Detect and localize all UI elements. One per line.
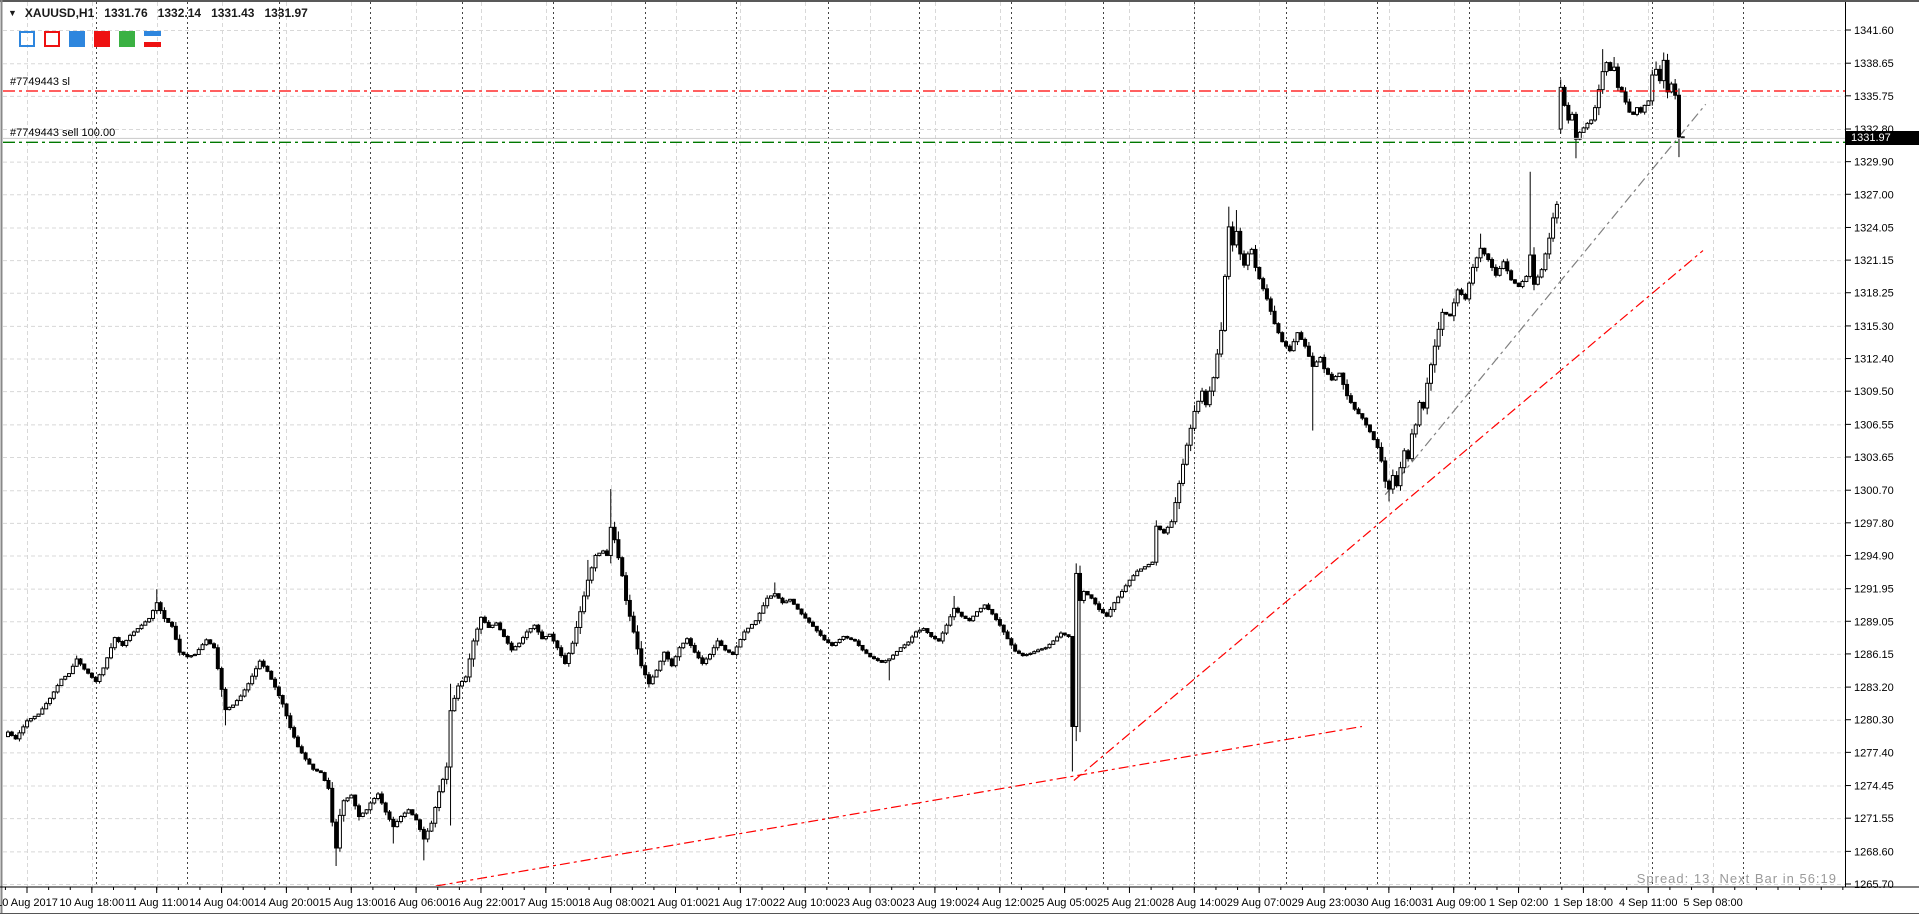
svg-text:1 Sep 02:00: 1 Sep 02:00 <box>1489 897 1548 909</box>
svg-text:1341.60: 1341.60 <box>1854 25 1894 37</box>
svg-text:23 Aug 03:00: 23 Aug 03:00 <box>838 897 903 909</box>
svg-text:1338.65: 1338.65 <box>1854 58 1894 70</box>
hollow-red-square-icon[interactable] <box>44 31 60 47</box>
svg-text:10 Aug 2017: 10 Aug 2017 <box>0 897 58 909</box>
svg-text:1283.20: 1283.20 <box>1854 682 1894 694</box>
sell-order-label: #7749443 sell 100.00 <box>10 127 116 139</box>
svg-text:1280.30: 1280.30 <box>1854 715 1894 727</box>
svg-text:22 Aug 10:00: 22 Aug 10:00 <box>773 897 838 909</box>
spread-nextbar-status-text: Spread: 13. Next Bar in 56:19 <box>1636 871 1837 886</box>
svg-text:1 Sep 18:00: 1 Sep 18:00 <box>1554 897 1613 909</box>
hollow-blue-square-icon[interactable] <box>19 31 35 47</box>
svg-text:16 Aug 22:00: 16 Aug 22:00 <box>449 897 514 909</box>
object-toolbar <box>19 31 161 47</box>
ohlc-open-value: 1331.76 <box>104 6 148 20</box>
red-shallow-trendline[interactable] <box>415 725 1363 889</box>
grid-layer <box>3 2 1845 886</box>
svg-text:21 Aug 17:00: 21 Aug 17:00 <box>708 897 773 909</box>
svg-text:1306.55: 1306.55 <box>1854 419 1894 431</box>
svg-text:30 Aug 16:00: 30 Aug 16:00 <box>1356 897 1421 909</box>
price-axis[interactable]: 1341.601338.651335.751332.801329.901327.… <box>1845 25 1894 891</box>
svg-text:1274.45: 1274.45 <box>1854 781 1894 793</box>
svg-text:1327.00: 1327.00 <box>1854 189 1894 201</box>
svg-text:1268.60: 1268.60 <box>1854 846 1894 858</box>
blue-red-bars-icon[interactable] <box>144 31 161 47</box>
svg-text:1309.50: 1309.50 <box>1854 386 1894 398</box>
svg-text:23 Aug 19:00: 23 Aug 19:00 <box>902 897 967 909</box>
svg-text:17 Aug 15:00: 17 Aug 15:00 <box>513 897 578 909</box>
svg-text:31 Aug 09:00: 31 Aug 09:00 <box>1421 897 1486 909</box>
bar-segment <box>144 42 161 47</box>
bar-segment <box>144 31 161 36</box>
svg-text:1297.80: 1297.80 <box>1854 518 1894 530</box>
svg-text:1315.30: 1315.30 <box>1854 321 1894 333</box>
svg-text:1312.40: 1312.40 <box>1854 354 1894 366</box>
ohlc-close-value: 1331.97 <box>264 6 308 20</box>
svg-text:1324.05: 1324.05 <box>1854 222 1894 234</box>
svg-text:18 Aug 08:00: 18 Aug 08:00 <box>578 897 643 909</box>
plot-area[interactable] <box>3 2 1845 890</box>
svg-text:14 Aug 20:00: 14 Aug 20:00 <box>254 897 319 909</box>
svg-text:21 Aug 01:00: 21 Aug 01:00 <box>643 897 708 909</box>
svg-text:29 Aug 23:00: 29 Aug 23:00 <box>1292 897 1357 909</box>
svg-text:4 Sep 11:00: 4 Sep 11:00 <box>1619 897 1678 909</box>
svg-text:1329.90: 1329.90 <box>1854 157 1894 169</box>
svg-text:1335.75: 1335.75 <box>1854 91 1894 103</box>
svg-text:1321.15: 1321.15 <box>1854 255 1894 267</box>
svg-text:1303.65: 1303.65 <box>1854 452 1894 464</box>
svg-text:1289.05: 1289.05 <box>1854 616 1894 628</box>
svg-text:16 Aug 06:00: 16 Aug 06:00 <box>384 897 449 909</box>
time-axis[interactable]: 10 Aug 2017 10 Aug 18:00 11 Aug 11:00 14 Au… <box>0 887 1844 909</box>
current-price-badge: 1331.97 <box>1846 131 1919 145</box>
red-square-icon[interactable] <box>94 31 110 47</box>
svg-text:11 Aug 11:00: 11 Aug 11:00 <box>125 897 188 909</box>
svg-text:29 Aug 07:00: 29 Aug 07:00 <box>1227 897 1292 909</box>
candles-layer <box>6 49 1685 866</box>
grey-trendline[interactable] <box>1384 103 1707 496</box>
chart-header: ▼ XAUUSD,H1 1331.76 1332.14 1331.43 1331… <box>8 6 308 20</box>
svg-text:1277.40: 1277.40 <box>1854 747 1894 759</box>
svg-text:1271.55: 1271.55 <box>1854 813 1894 825</box>
stop-loss-order-label: #7749443 sl <box>10 76 70 88</box>
day-separators-layer <box>96 2 1744 886</box>
ohlc-low-value: 1331.43 <box>211 6 255 20</box>
svg-text:10 Aug 18:00: 10 Aug 18:00 <box>59 897 124 909</box>
svg-text:1291.95: 1291.95 <box>1854 584 1894 596</box>
svg-text:25 Aug 21:00: 25 Aug 21:00 <box>1097 897 1162 909</box>
blue-square-icon[interactable] <box>69 31 85 47</box>
svg-text:1265.70: 1265.70 <box>1854 879 1894 891</box>
ohlc-high-value: 1332.14 <box>157 6 202 20</box>
svg-text:28 Aug 14:00: 28 Aug 14:00 <box>1162 897 1227 909</box>
svg-text:5 Sep 08:00: 5 Sep 08:00 <box>1683 897 1742 909</box>
green-square-icon[interactable] <box>119 31 135 47</box>
svg-text:14 Aug 04:00: 14 Aug 04:00 <box>189 897 254 909</box>
symbol-label: XAUUSD,H1 <box>24 6 95 20</box>
symbol-dropdown-arrow-icon[interactable]: ▼ <box>8 8 17 18</box>
svg-text:15 Aug 13:00: 15 Aug 13:00 <box>319 897 384 909</box>
svg-text:25 Aug 05:00: 25 Aug 05:00 <box>1032 897 1097 909</box>
svg-text:1286.15: 1286.15 <box>1854 649 1894 661</box>
svg-text:1300.70: 1300.70 <box>1854 485 1894 497</box>
svg-text:1318.25: 1318.25 <box>1854 288 1894 300</box>
svg-text:1294.90: 1294.90 <box>1854 550 1894 562</box>
svg-text:24 Aug 12:00: 24 Aug 12:00 <box>967 897 1032 909</box>
